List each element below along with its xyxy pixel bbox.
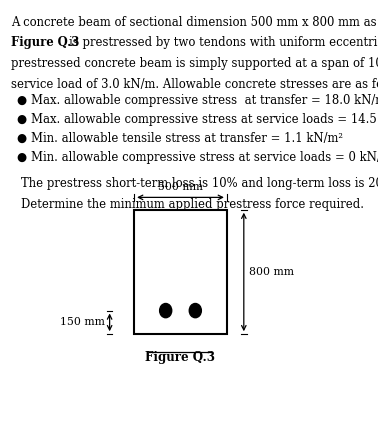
Circle shape (160, 304, 172, 318)
Text: ●: ● (16, 151, 26, 164)
Circle shape (189, 304, 201, 318)
Text: Min. allowable compressive stress at service loads = 0 kN/m²: Min. allowable compressive stress at ser… (31, 151, 378, 164)
Text: Figure Q.3: Figure Q.3 (146, 351, 215, 364)
Bar (134, 210, 227, 334)
Text: 800 mm: 800 mm (249, 267, 294, 277)
Text: 150 mm: 150 mm (60, 317, 105, 327)
Text: Max. allowable compressive stress at service loads = 14.5 kN/m²: Max. allowable compressive stress at ser… (31, 113, 378, 126)
Text: 500 mm: 500 mm (158, 182, 203, 192)
Text: prestressed concrete beam is simply supported at a span of 10.0 m with: prestressed concrete beam is simply supp… (11, 57, 378, 70)
Text: ●: ● (16, 132, 26, 145)
Text: Figure Q.3: Figure Q.3 (11, 36, 80, 49)
Text: ●: ● (16, 94, 26, 107)
Text: The prestress short-term loss is 10% and long-term loss is 20%.: The prestress short-term loss is 10% and… (21, 178, 378, 190)
Text: ●: ● (16, 113, 26, 126)
Text: service load of 3.0 kN/m. Allowable concrete stresses are as follows:: service load of 3.0 kN/m. Allowable conc… (11, 78, 378, 91)
Text: Max. allowable compressive stress  at transfer = 18.0 kN/m²: Max. allowable compressive stress at tra… (31, 94, 378, 107)
Text: is prestressed by two tendons with uniform eccentricity. The: is prestressed by two tendons with unifo… (69, 36, 378, 49)
Text: A concrete beam of sectional dimension 500 mm x 800 mm as shown in: A concrete beam of sectional dimension 5… (11, 16, 378, 28)
Text: Determine the minimum applied prestress force required.      (20 marks): Determine the minimum applied prestress … (21, 198, 378, 211)
Text: Min. allowable tensile stress at transfer = 1.1 kN/m²: Min. allowable tensile stress at transfe… (31, 132, 343, 145)
